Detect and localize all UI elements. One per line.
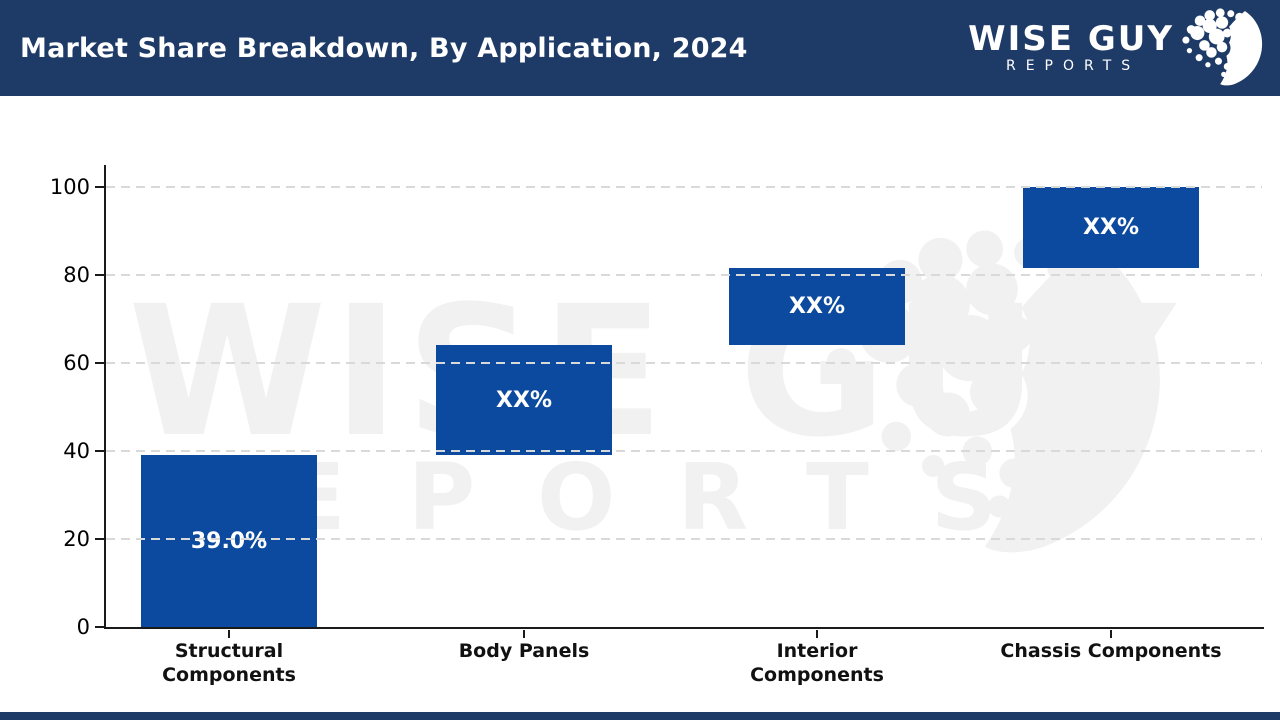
y-tick-label: 20 (63, 527, 90, 551)
gridline-20 (106, 538, 1262, 540)
bar-value-label: XX% (1083, 215, 1139, 241)
brand-logo: WISE GUY REPORTS (968, 6, 1266, 90)
brand-name: WISE GUY (968, 19, 1174, 60)
y-tick-label: 80 (63, 263, 90, 287)
brand-subtitle: REPORTS (1005, 57, 1141, 74)
y-tick-mark (95, 362, 104, 364)
bar-structural-components: 39.0% (141, 455, 317, 627)
x-tick-mark (228, 630, 230, 638)
bar-value-label: 39.0% (190, 528, 268, 554)
y-tick-label: 60 (63, 351, 90, 375)
bar-interior-components: XX% (729, 268, 905, 346)
y-tick-mark (95, 626, 104, 628)
y-tick-label: 100 (49, 175, 90, 199)
y-tick-mark (95, 274, 104, 276)
y-tick-label: 0 (76, 615, 90, 639)
y-tick-mark (95, 450, 104, 452)
y-axis-line (104, 165, 106, 629)
x-tick-mark (523, 630, 525, 638)
wiseguy-head-icon (1182, 8, 1263, 86)
bar-chassis-components: XX% (1023, 187, 1199, 269)
x-tick-mark (816, 630, 818, 638)
footer-bar (0, 712, 1280, 720)
x-tick-mark (1110, 630, 1112, 638)
bar-value-label: XX% (496, 387, 552, 413)
x-category-label: Structural Components (162, 640, 296, 686)
header-bar: Market Share Breakdown, By Application, … (0, 0, 1280, 96)
page-title: Market Share Breakdown, By Application, … (20, 32, 748, 64)
gridline-80 (106, 274, 1262, 276)
gridline-60 (106, 362, 1262, 364)
gridline-100 (106, 186, 1262, 188)
x-category-label: Body Panels (458, 640, 590, 662)
y-tick-mark (95, 186, 104, 188)
gridline-40 (106, 450, 1262, 452)
bar-value-label: XX% (789, 294, 845, 320)
brand-logo-text: WISE GUY REPORTS (968, 19, 1174, 74)
y-tick-label: 40 (63, 439, 90, 463)
x-category-label: Chassis Components (1000, 640, 1222, 662)
x-category-label: Interior Components (750, 640, 884, 686)
y-tick-mark (95, 538, 104, 540)
x-axis-line (104, 627, 1264, 629)
